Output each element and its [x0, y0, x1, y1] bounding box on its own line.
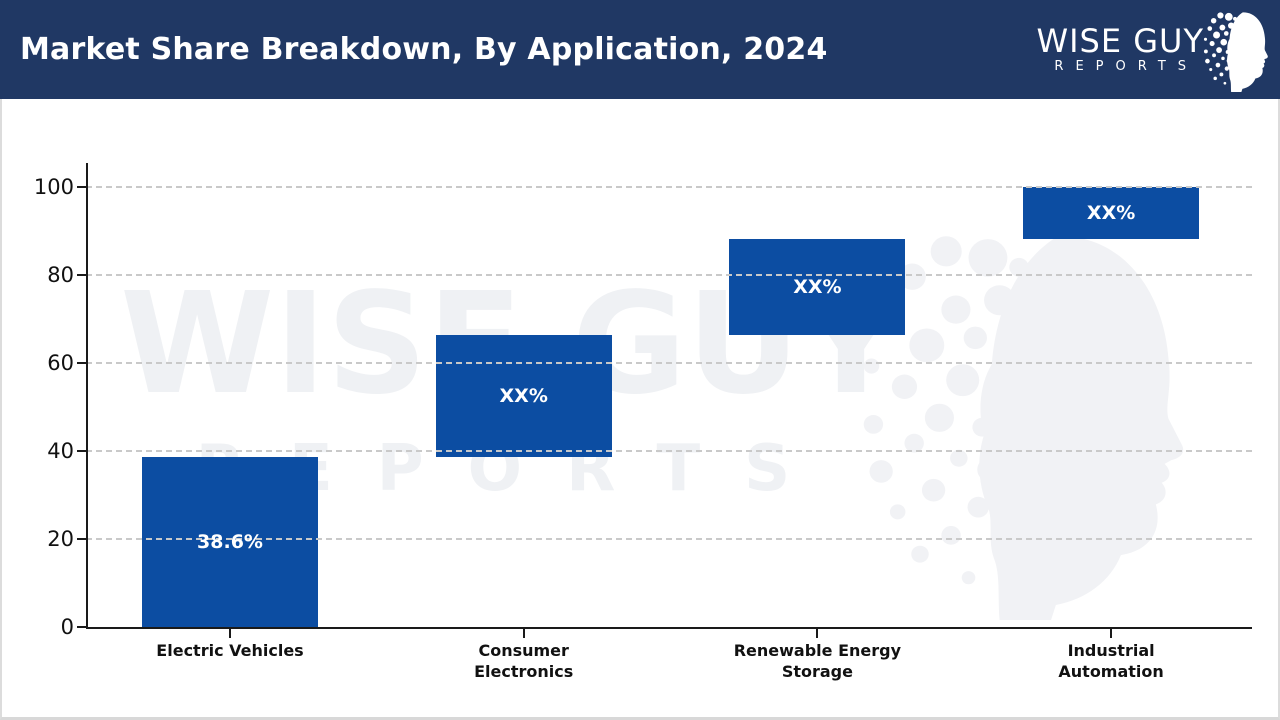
logo-subtitle: REPORTS	[1054, 59, 1199, 74]
bar	[729, 238, 906, 335]
y-tick-mark	[77, 538, 86, 540]
gridline	[86, 362, 1252, 364]
bar-value-label: 38.6%	[197, 531, 263, 554]
y-tick-label: 20	[47, 527, 74, 551]
logo-text: WISE GUY REPORTS	[1036, 24, 1204, 76]
y-tick-label: 100	[33, 175, 74, 199]
y-axis-line	[86, 163, 88, 629]
x-category-label: Renewable Energy Storage	[733, 641, 902, 681]
y-tick-label: 40	[47, 439, 74, 463]
bar-value-label: XX%	[1086, 201, 1136, 224]
gridline	[86, 450, 1252, 452]
x-tick-mark	[229, 629, 231, 638]
chart-canvas: WISE GUY REPORTS 0 20 40 60 80 100 38.6% Electr…	[0, 99, 1280, 720]
gridline	[86, 186, 1252, 188]
bar	[142, 457, 318, 627]
gridline	[86, 274, 1252, 276]
wise-guy-reports-logo: WISE GUY REPORTS	[1016, 8, 1268, 94]
x-tick-mark	[816, 629, 819, 638]
y-tick-label: 80	[47, 263, 74, 287]
chart-title: Market Share Breakdown, By Application, …	[20, 32, 828, 67]
x-tick-mark	[1110, 629, 1113, 638]
x-category-label: Industrial Automation	[1058, 641, 1164, 681]
bar	[435, 334, 612, 458]
title-banner: Market Share Breakdown, By Application, …	[0, 0, 1280, 99]
plot-area: 0 20 40 60 80 100 38.6% Electric Vehicles XX% Con…	[0, 99, 1280, 717]
x-category-label: Electric Vehicles	[156, 641, 304, 660]
x-tick-mark	[522, 629, 525, 638]
bar-value-label: XX%	[793, 275, 842, 298]
y-tick-mark	[77, 186, 86, 188]
y-tick-mark	[77, 362, 86, 364]
logo-wordmark: WISE GUY	[1036, 22, 1204, 60]
bar	[1023, 187, 1200, 239]
dotted-face-profile-icon	[1202, 10, 1268, 92]
x-category-label: Consumer Electronics	[474, 641, 574, 681]
bar-value-label: XX%	[499, 384, 548, 407]
y-tick-mark	[77, 450, 86, 452]
y-tick-label: 0	[60, 615, 74, 639]
y-tick-mark	[77, 626, 86, 628]
x-axis-line	[86, 627, 1252, 629]
y-tick-mark	[77, 274, 86, 276]
y-tick-label: 60	[47, 351, 74, 375]
gridline	[86, 538, 1252, 540]
